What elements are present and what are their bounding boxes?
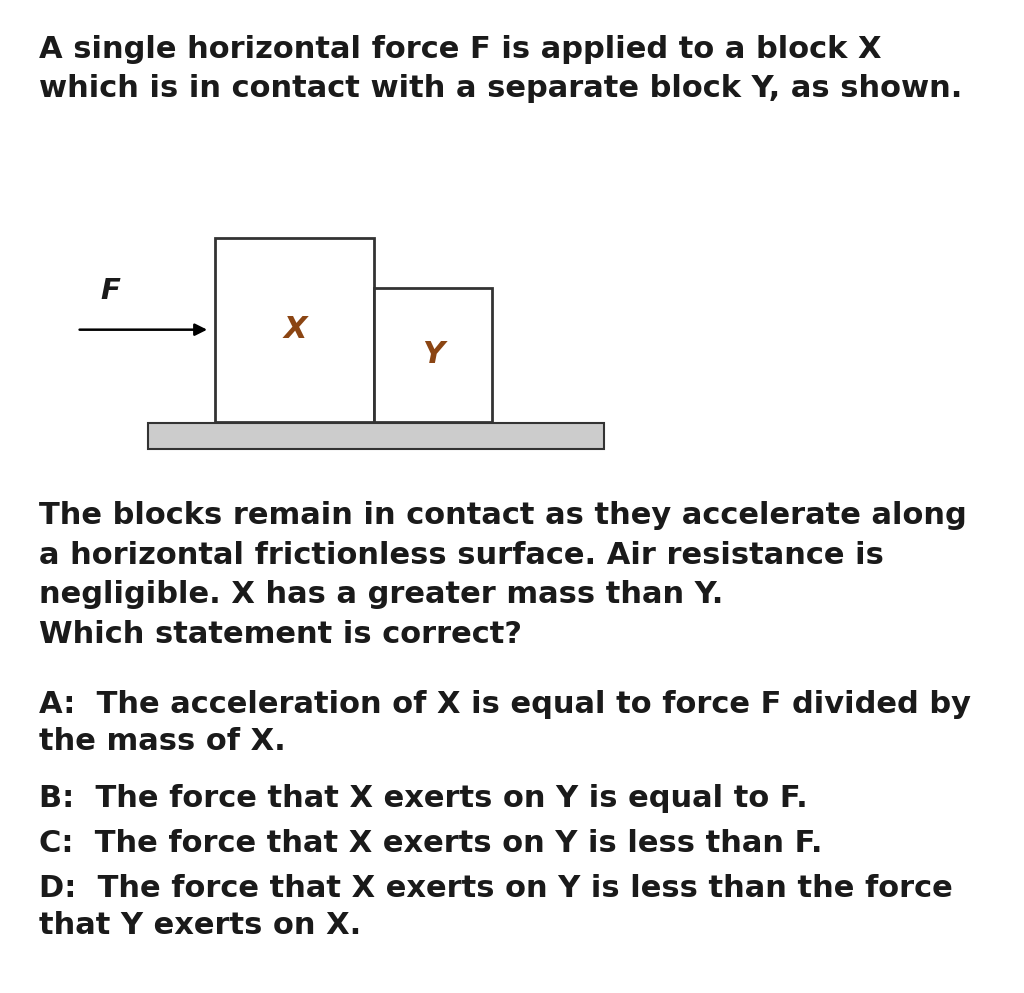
Text: A single horizontal force F is applied to a block X
which is in contact with a s: A single horizontal force F is applied t…: [39, 35, 963, 103]
Text: The blocks remain in contact as they accelerate along
a horizontal frictionless : The blocks remain in contact as they acc…: [39, 501, 967, 648]
Bar: [215, 238, 374, 422]
Text: D:  The force that X exerts on Y is less than the force
that Y exerts on X.: D: The force that X exerts on Y is less …: [39, 874, 952, 940]
Text: B:  The force that X exerts on Y is equal to F.: B: The force that X exerts on Y is equal…: [39, 784, 808, 813]
Bar: [148, 423, 604, 449]
Text: A:  The acceleration of X is equal to force F divided by
the mass of X.: A: The acceleration of X is equal to for…: [39, 690, 971, 757]
Bar: [374, 288, 492, 422]
Text: C:  The force that X exerts on Y is less than F.: C: The force that X exerts on Y is less …: [39, 829, 822, 858]
Text: F: F: [100, 277, 121, 305]
Text: X: X: [284, 315, 306, 345]
Text: Y: Y: [422, 340, 444, 369]
